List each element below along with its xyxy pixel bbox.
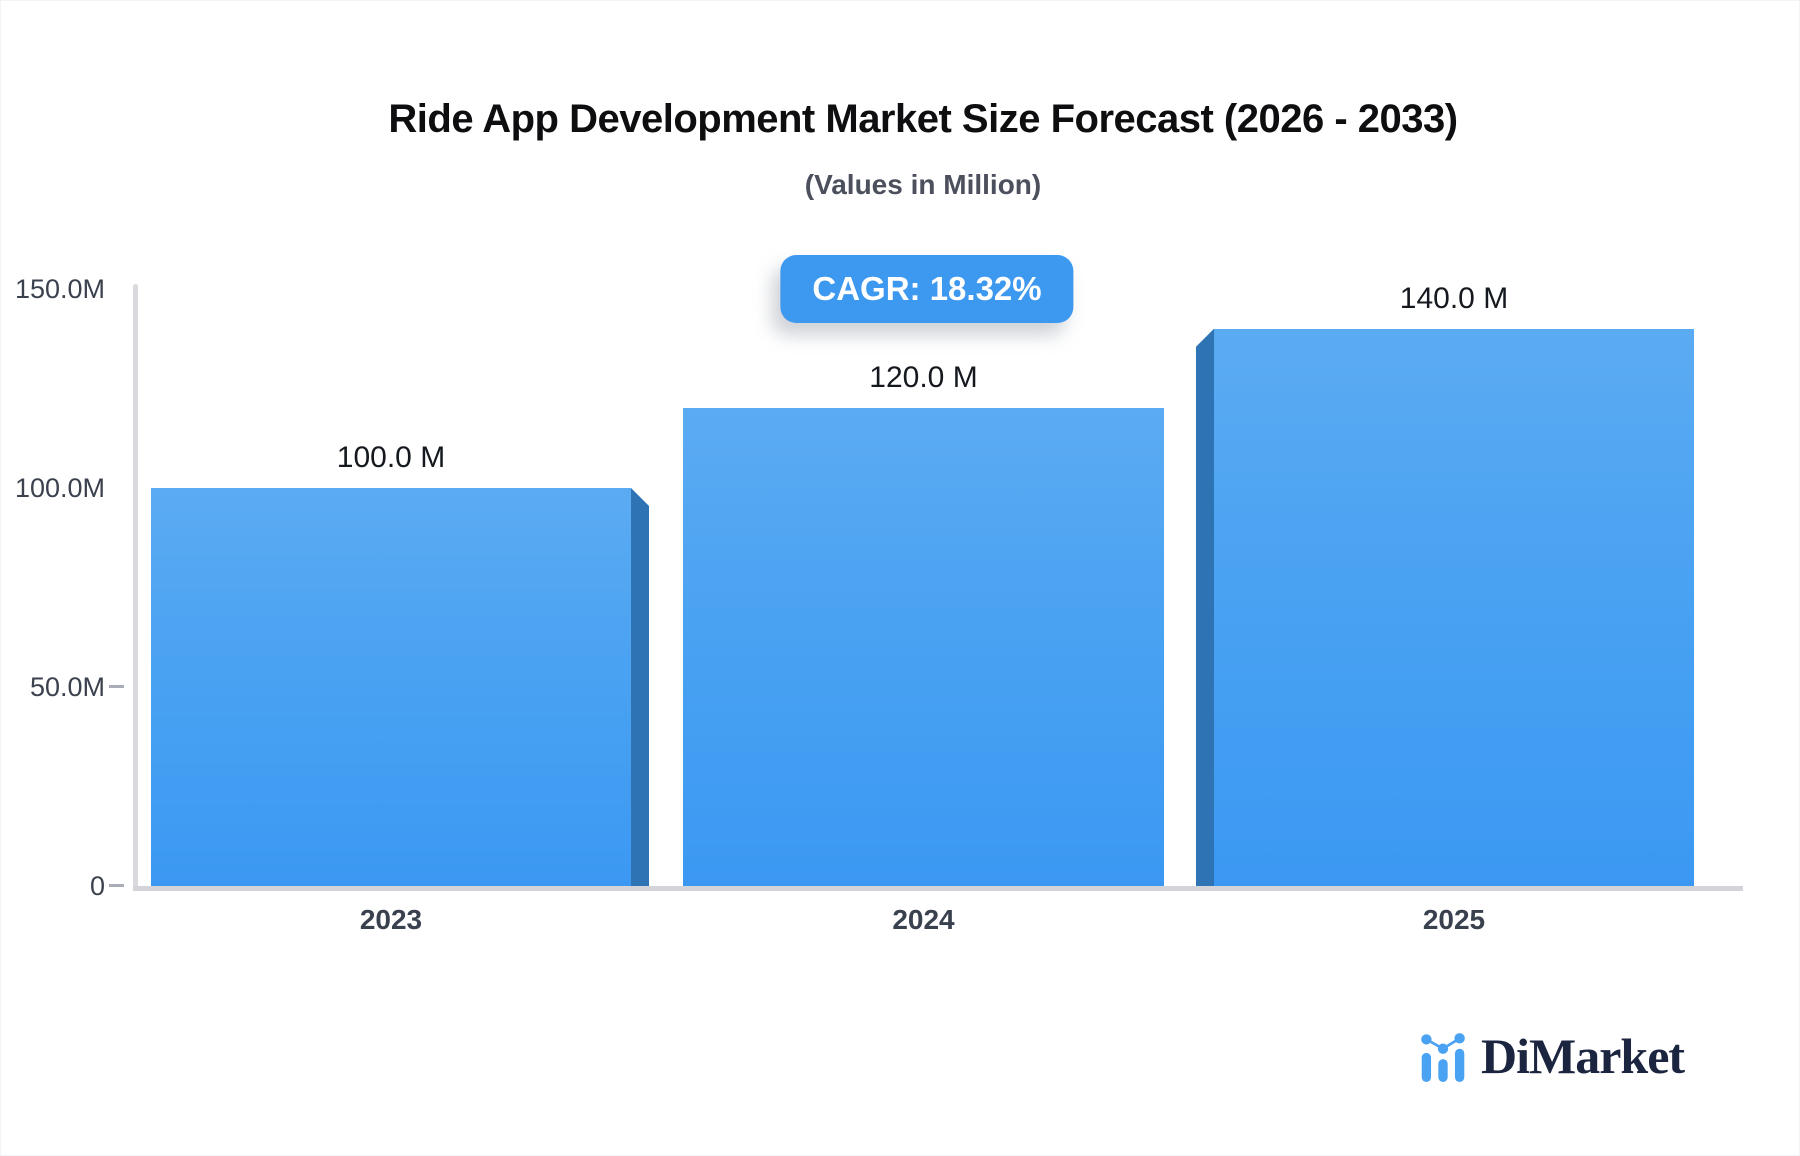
x-axis-line (133, 886, 1743, 891)
x-axis-label-2023: 2023 (359, 904, 423, 935)
x-axis-label-2024: 2024 (892, 904, 955, 935)
chart-title: Ride App Development Market Size Forecas… (388, 97, 1458, 141)
bar-3d-side-2025 (1196, 328, 1214, 886)
bar-2024[interactable] (683, 408, 1164, 886)
bar-3d-side-2023 (631, 488, 649, 886)
y-axis-tick-mark (109, 884, 124, 887)
y-axis-tick-label: 50.0M (29, 672, 105, 702)
y-axis-line (133, 284, 138, 891)
bar-2023[interactable] (151, 488, 631, 886)
y-axis-tick-label: 150.0M (14, 274, 105, 304)
bar-chart-logo-icon (1421, 1033, 1465, 1082)
bar-value-label-2023: 100.0 M (336, 441, 446, 474)
y-axis-tick-label: 0 (89, 871, 105, 901)
bar-value-label-2025: 140.0 M (1399, 281, 1509, 315)
cagr-badge: CAGR: 18.32% (780, 255, 1074, 323)
dimarket-logo: DiMarket (1419, 1028, 1685, 1084)
chart-subtitle: (Values in Million) (804, 169, 1042, 200)
logo-text: DiMarket (1481, 1028, 1685, 1084)
x-axis-label-2025: 2025 (1422, 904, 1486, 935)
bar-value-label-2024: 120.0 M (869, 361, 978, 395)
y-axis-tick-label: 100.0M (14, 473, 105, 503)
bar-2025[interactable] (1214, 328, 1694, 886)
y-axis-tick-mark (109, 685, 124, 688)
